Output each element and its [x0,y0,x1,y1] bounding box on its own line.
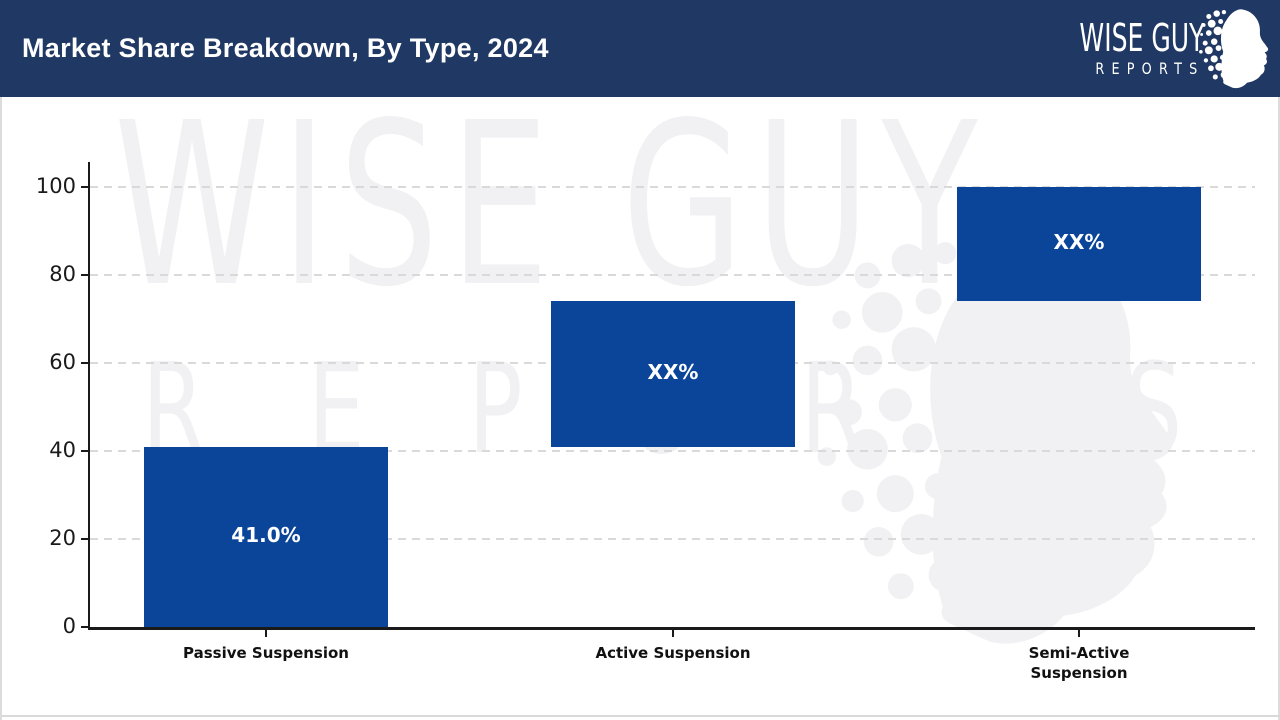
bar-2 [551,301,795,447]
x-tick-mark [1078,630,1080,637]
x-category-label: Passive Suspension [183,644,349,662]
logo-text: WISE GUY REPORTS [1015,19,1204,78]
wiseguy-logo: WISE GUY REPORTS [1015,7,1280,90]
chart-canvas: WISE GUY R E P O R T S 02040608010041.0%… [2,75,1280,715]
bar-value-label: 41.0% [231,522,301,547]
bar-value-label: XX% [647,360,699,384]
y-tick-mark [81,626,90,628]
x-tick-mark [672,630,674,637]
header-bar: Market Share Breakdown, By Type, 2024 WI… [0,0,1280,97]
y-tick-mark [81,186,90,188]
bar-value-label: XX% [1053,230,1105,255]
y-axis-line [88,162,90,630]
y-tick-label: 80 [49,262,76,286]
y-tick-mark [81,362,90,364]
y-tick-label: 20 [49,526,76,550]
y-tick-mark [81,274,90,276]
gridline-100 [90,186,1255,188]
gridline-20 [90,538,1255,540]
x-tick-mark [265,630,267,637]
logo-subtext: REPORTS [1094,59,1204,78]
y-tick-mark [81,450,90,452]
gridline-80 [90,274,1255,276]
logo-wordmark: WISE GUY [1078,16,1204,60]
bar-1 [144,446,388,627]
y-tick-mark [81,538,90,540]
x-axis-line [88,627,1255,630]
y-tick-label: 60 [49,350,76,374]
wiseguy-head-icon [1198,7,1270,90]
watermark-wordmark: WISE GUY [114,75,989,337]
y-tick-label: 100 [35,174,76,198]
x-category-label: Active Suspension [595,644,751,662]
gridline-40 [90,450,1255,452]
x-category-label: Semi-Active Suspension [1028,644,1130,683]
page-title: Market Share Breakdown, By Type, 2024 [22,33,549,63]
bottom-border [2,715,1280,717]
y-tick-label: 40 [49,438,76,462]
y-tick-label: 0 [62,614,76,638]
